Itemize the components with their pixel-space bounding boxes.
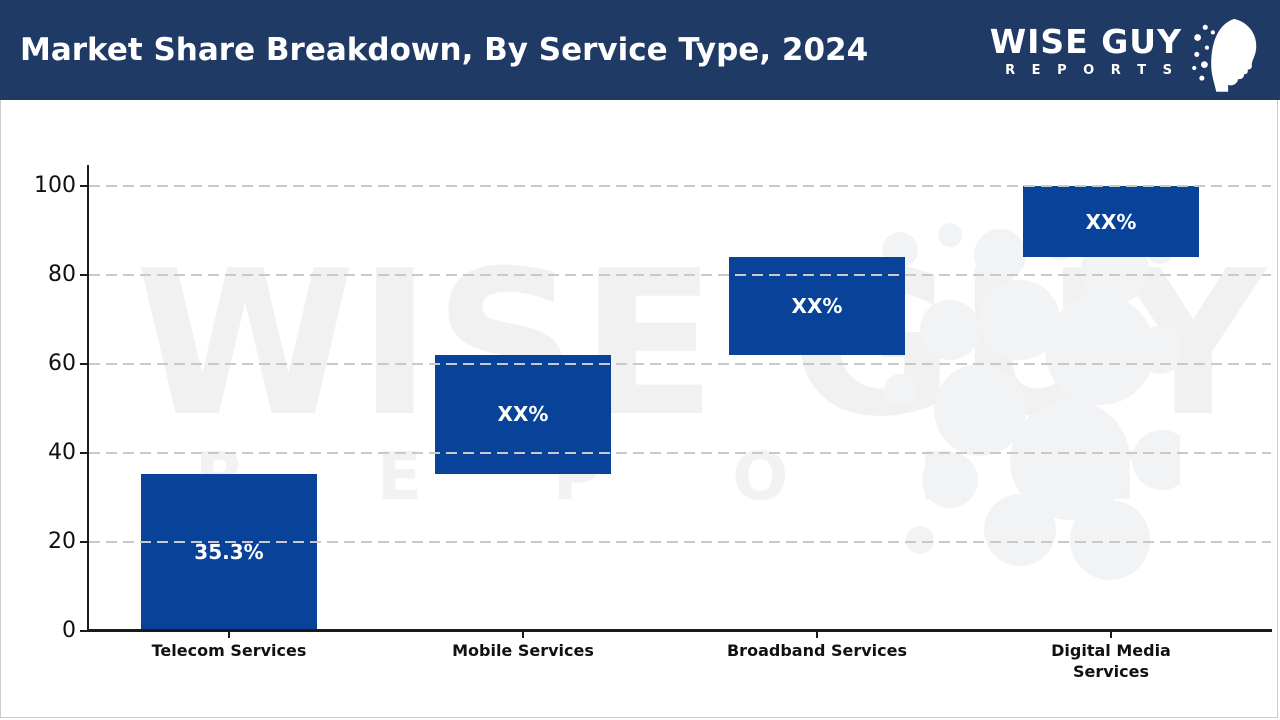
y-tick-label: 80	[48, 262, 76, 288]
x-tick-label: Digital Media Services	[1001, 640, 1221, 682]
gridline-y80	[89, 274, 1271, 277]
x-tick-label-line: Services	[1072, 662, 1150, 681]
x-tick-label: Mobile Services	[413, 640, 633, 661]
gridline-y40	[89, 451, 1271, 454]
x-tick-label-line: Telecom Services	[151, 641, 307, 660]
y-tick-mark	[80, 274, 88, 277]
y-axis	[87, 165, 89, 631]
logo-wordmark: WISE GUY	[989, 22, 1182, 61]
y-tick-mark	[80, 185, 88, 188]
bar-telecom-services	[141, 473, 317, 631]
logo-subtitle: R E P O R T S	[1005, 63, 1178, 78]
logo-face-icon	[1192, 18, 1257, 92]
y-tick-label: 60	[48, 350, 76, 376]
bar-mobile-services	[435, 355, 611, 474]
y-tick-mark	[80, 629, 88, 632]
x-tick-label: Broadband Services	[707, 640, 927, 661]
x-tick-label-line: Broadband Services	[726, 641, 908, 660]
x-tick-label: Telecom Services	[119, 640, 339, 661]
y-tick-mark	[80, 451, 88, 454]
y-tick-label: 100	[34, 173, 76, 199]
y-tick-label: 40	[48, 439, 76, 465]
gridline-y60	[89, 362, 1271, 365]
header-bar: Market Share Breakdown, By Service Type,…	[0, 0, 1280, 100]
x-tick-mark	[1110, 631, 1112, 638]
bar-broadband-services	[729, 257, 905, 356]
x-tick-label-line: Digital Media	[1051, 641, 1171, 660]
x-tick-mark	[522, 631, 524, 638]
x-tick-mark	[816, 631, 818, 638]
gridline-y100	[89, 185, 1271, 188]
bar-digital-media-services	[1023, 186, 1199, 258]
y-tick-mark	[80, 540, 88, 543]
bar-value-label: XX%	[497, 402, 549, 427]
y-tick-label: 0	[62, 617, 76, 643]
bar-value-label: XX%	[1085, 209, 1137, 234]
chart-title: Market Share Breakdown, By Service Type,…	[20, 32, 869, 68]
brand-logo: WISE GUY R E P O R T S	[990, 6, 1266, 94]
x-axis	[87, 629, 1272, 632]
y-tick-mark	[80, 362, 88, 365]
y-tick-label: 20	[48, 528, 76, 554]
bar-value-label: XX%	[791, 294, 843, 319]
gridline-y20	[89, 540, 1271, 543]
watermark-face-icon	[882, 220, 1180, 580]
bar-value-label: 35.3%	[194, 540, 264, 565]
x-tick-mark	[228, 631, 230, 638]
x-tick-label-line: Mobile Services	[452, 641, 594, 660]
